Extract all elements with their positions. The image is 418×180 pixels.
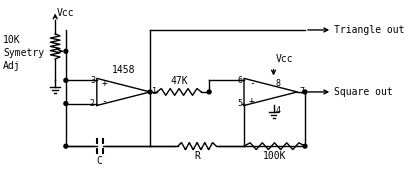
Text: 8: 8 bbox=[275, 79, 280, 88]
Text: Triangle out: Triangle out bbox=[334, 25, 405, 35]
Text: C: C bbox=[97, 156, 103, 166]
Text: -: - bbox=[249, 78, 255, 88]
Text: 4: 4 bbox=[275, 106, 280, 115]
Text: 10K
Symetry
Adj: 10K Symetry Adj bbox=[3, 35, 44, 71]
Circle shape bbox=[64, 144, 68, 148]
Text: 1458: 1458 bbox=[112, 66, 135, 75]
Text: R: R bbox=[194, 151, 200, 161]
Circle shape bbox=[207, 90, 211, 94]
Text: +: + bbox=[249, 96, 255, 106]
Text: 2: 2 bbox=[90, 99, 95, 108]
Text: Vcc: Vcc bbox=[57, 8, 75, 18]
Text: 3: 3 bbox=[90, 76, 95, 85]
Text: -: - bbox=[102, 96, 107, 106]
Text: 7: 7 bbox=[299, 87, 304, 96]
Text: Vcc: Vcc bbox=[275, 54, 293, 64]
Text: 47K: 47K bbox=[170, 76, 188, 86]
Text: 6: 6 bbox=[237, 76, 242, 85]
Circle shape bbox=[303, 144, 307, 148]
Text: 1: 1 bbox=[152, 87, 157, 96]
Circle shape bbox=[64, 78, 68, 82]
Text: Square out: Square out bbox=[334, 87, 393, 97]
Circle shape bbox=[303, 90, 307, 94]
Circle shape bbox=[64, 49, 68, 53]
Circle shape bbox=[148, 90, 152, 94]
Circle shape bbox=[64, 102, 68, 105]
Text: 100K: 100K bbox=[263, 151, 286, 161]
Text: 5: 5 bbox=[237, 99, 242, 108]
Text: +: + bbox=[102, 78, 107, 88]
